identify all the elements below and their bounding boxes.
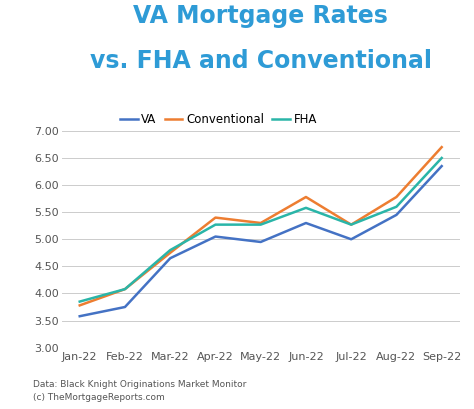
Conventional: [303, 195, 309, 200]
Line: VA: VA: [80, 166, 442, 316]
FHA: [77, 299, 82, 304]
VA: [393, 212, 399, 217]
Conventional: [258, 220, 264, 225]
VA: [258, 240, 264, 245]
VA: [122, 305, 128, 310]
FHA: [122, 287, 128, 292]
Conventional: [77, 303, 82, 308]
Conventional: [439, 145, 445, 150]
FHA: [167, 247, 173, 252]
FHA: [393, 204, 399, 209]
Line: FHA: FHA: [80, 158, 442, 301]
Text: vs. FHA and Conventional: vs. FHA and Conventional: [90, 49, 432, 73]
Text: Data: Black Knight Originations Market Monitor: Data: Black Knight Originations Market M…: [33, 380, 246, 389]
FHA: [258, 222, 264, 227]
FHA: [439, 155, 445, 160]
Line: Conventional: Conventional: [80, 147, 442, 306]
FHA: [213, 222, 219, 227]
Conventional: [122, 287, 128, 292]
Legend: VA, Conventional, FHA: VA, Conventional, FHA: [115, 109, 322, 131]
Conventional: [393, 195, 399, 200]
VA: [167, 256, 173, 261]
VA: [348, 237, 354, 242]
Conventional: [213, 215, 219, 220]
VA: [77, 314, 82, 319]
VA: [303, 220, 309, 225]
Text: VA Mortgage Rates: VA Mortgage Rates: [133, 4, 388, 28]
Text: (c) TheMortgageReports.com: (c) TheMortgageReports.com: [33, 393, 165, 402]
Conventional: [348, 222, 354, 227]
Conventional: [167, 250, 173, 255]
VA: [439, 164, 445, 169]
VA: [213, 234, 219, 239]
FHA: [303, 205, 309, 210]
FHA: [348, 222, 354, 227]
